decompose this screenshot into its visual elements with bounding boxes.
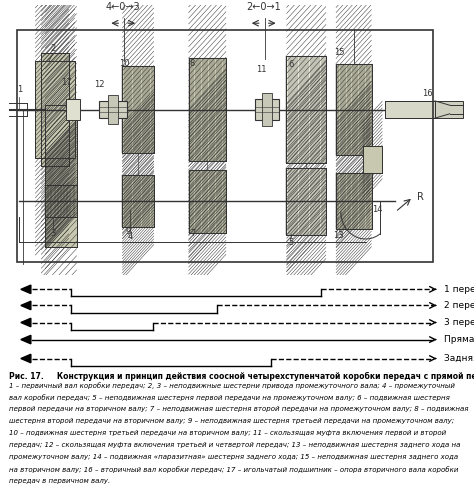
Text: вал коробки передач; 5 – неподвижная шестерня первой передачи на промежуточном в: вал коробки передач; 5 – неподвижная шес… <box>9 395 450 401</box>
Bar <box>363 146 383 173</box>
Text: на вторичном валу; 16 – вторичный вал коробки передач; 17 – игольчатый подшипник: на вторичном валу; 16 – вторичный вал ко… <box>9 466 459 472</box>
Text: 6: 6 <box>289 60 294 69</box>
Text: 13: 13 <box>334 231 344 240</box>
Bar <box>336 173 372 229</box>
Polygon shape <box>21 318 31 327</box>
Text: первой передачи на вторичном валу; 7 – неподвижная шестерня второй передачи на п: первой передачи на вторичном валу; 7 – н… <box>9 406 469 413</box>
Polygon shape <box>21 335 31 344</box>
Text: 4: 4 <box>128 232 133 242</box>
Bar <box>35 61 75 158</box>
Text: 4←0→3: 4←0→3 <box>106 2 141 13</box>
Text: 14: 14 <box>372 206 383 214</box>
Bar <box>45 105 77 247</box>
Bar <box>385 101 435 118</box>
Bar <box>122 67 154 153</box>
Bar <box>18 30 433 261</box>
Bar <box>336 64 372 156</box>
Text: 11: 11 <box>256 65 267 74</box>
Bar <box>363 146 383 173</box>
Bar <box>336 64 372 156</box>
Bar <box>286 168 326 235</box>
Text: 2←0→1: 2←0→1 <box>246 2 281 13</box>
Text: 1 – первичный вал коробки передач; 2, 3 – неподвижные шестерни привода промежуто: 1 – первичный вал коробки передач; 2, 3 … <box>9 382 456 389</box>
Text: 15: 15 <box>334 48 344 57</box>
Bar <box>100 101 127 118</box>
Text: 3 передача: 3 передача <box>444 318 474 327</box>
Text: Рис. 17.     Конструкция и принцип действия соосной четырехступенчатой коробки п: Рис. 17. Конструкция и принцип действия … <box>9 372 474 381</box>
Text: 16: 16 <box>421 89 432 98</box>
Text: шестерня второй передачи на вторичном валу; 9 – неподвижная шестерня третьей пер: шестерня второй передачи на вторичном ва… <box>9 418 455 424</box>
Text: промежуточном валу; 14 – подвижная «паразитная» шестерня заднего хода; 15 – непо: промежуточном валу; 14 – подвижная «пара… <box>9 454 459 460</box>
Polygon shape <box>21 301 31 310</box>
Text: 10: 10 <box>119 59 129 68</box>
Bar <box>45 185 77 217</box>
Text: 17: 17 <box>62 78 72 87</box>
Bar <box>286 168 326 235</box>
Bar <box>189 58 226 161</box>
Bar <box>363 146 383 173</box>
Bar <box>122 67 154 153</box>
Bar <box>122 175 154 227</box>
Bar <box>35 61 75 158</box>
Bar <box>336 173 372 229</box>
Text: передач; 12 – скользящая муфта включения третьей и четвертой передач; 13 – непод: передач; 12 – скользящая муфта включения… <box>9 442 461 448</box>
Bar <box>189 170 226 232</box>
Text: 8: 8 <box>190 59 195 68</box>
Bar <box>122 175 154 227</box>
Text: передач в первичном валу.: передач в первичном валу. <box>9 478 111 484</box>
Text: 12: 12 <box>94 80 105 89</box>
Bar <box>41 53 69 166</box>
Bar <box>41 53 69 166</box>
Text: 9: 9 <box>126 227 131 236</box>
Text: 3: 3 <box>50 229 55 238</box>
Text: 10 – подвижная шестерня третьей передачи на вторичном валу; 11 – скользящая муфт: 10 – подвижная шестерня третьей передачи… <box>9 430 447 436</box>
Bar <box>109 95 118 123</box>
Text: R: R <box>417 192 424 202</box>
Bar <box>189 170 226 232</box>
Bar <box>45 185 77 217</box>
Text: 1: 1 <box>17 85 22 93</box>
Bar <box>286 55 326 163</box>
Text: Прямая 4 передача: Прямая 4 передача <box>444 335 474 344</box>
Polygon shape <box>21 354 31 363</box>
Bar <box>262 93 272 126</box>
Polygon shape <box>21 285 31 294</box>
Text: 2: 2 <box>50 44 55 52</box>
Text: 5: 5 <box>289 238 294 247</box>
Text: 7: 7 <box>190 229 195 238</box>
Bar <box>189 58 226 161</box>
Text: 2 передача: 2 передача <box>444 301 474 310</box>
Bar <box>435 101 463 118</box>
Bar <box>255 99 279 121</box>
Bar <box>45 105 77 247</box>
Bar <box>286 55 326 163</box>
Bar <box>66 99 80 121</box>
Text: Задняя передача R: Задняя передача R <box>444 354 474 363</box>
Text: 1 передача: 1 передача <box>444 285 474 294</box>
